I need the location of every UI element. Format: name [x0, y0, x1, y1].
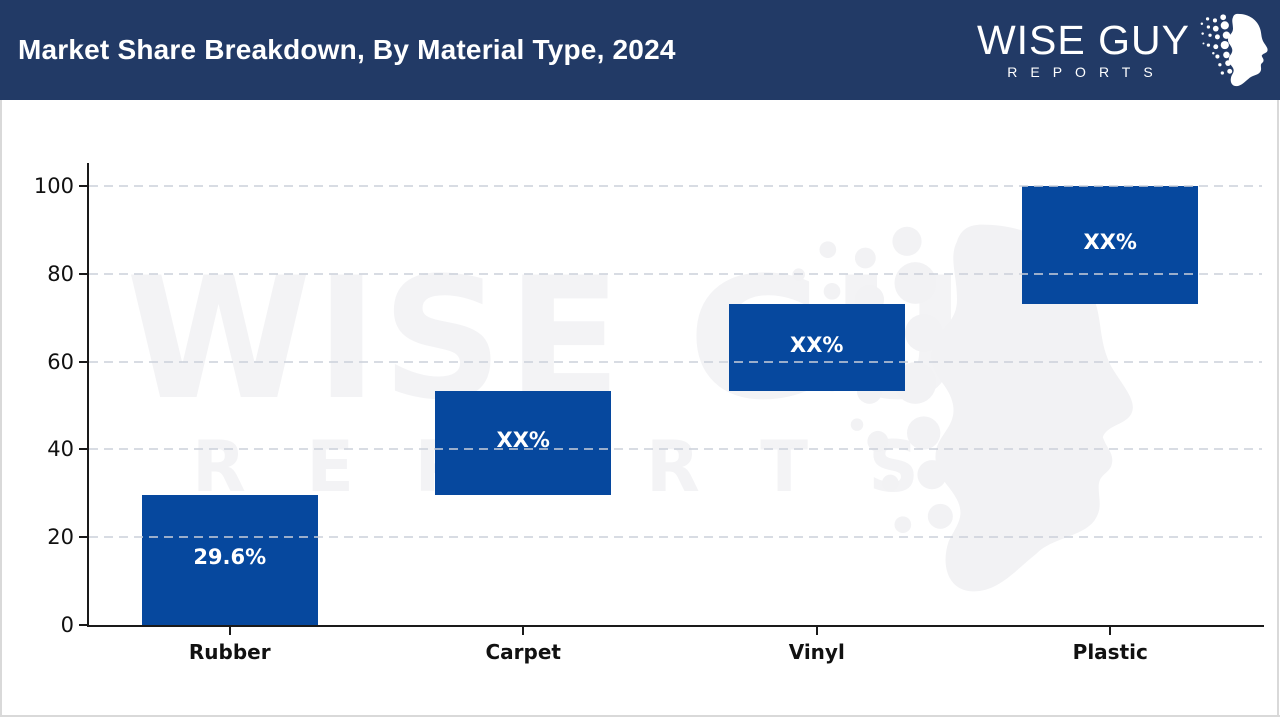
gridline-80	[89, 272, 1262, 275]
bar-plastic	[1022, 186, 1199, 305]
y-tick-label-100: 100	[33, 174, 74, 198]
bar-value-label-carpet: XX%	[496, 428, 550, 453]
gridline-100	[89, 185, 1262, 187]
wise-guy-logo: WISE GUY REPORTS	[977, 6, 1280, 94]
y-tick-mark-80	[79, 272, 88, 275]
y-tick-mark-100	[79, 185, 88, 187]
x-tick-mark-rubber	[228, 627, 231, 635]
y-tick-mark-60	[79, 360, 88, 363]
y-tick-label-0: 0	[60, 613, 74, 637]
bar-value-label-plastic: XX%	[1083, 230, 1137, 255]
x-tick-mark-vinyl	[815, 627, 818, 635]
logo-face-icon	[1200, 13, 1268, 87]
y-axis-line	[87, 163, 89, 627]
x-category-label-rubber: Rubber	[188, 640, 271, 664]
bar-carpet	[435, 391, 612, 496]
bar-value-label-vinyl: XX%	[790, 332, 844, 357]
y-tick-mark-0	[79, 624, 88, 626]
page-border-right	[1277, 100, 1279, 716]
bar-rubber	[141, 495, 318, 625]
header-bar: Market Share Breakdown, By Material Type…	[0, 0, 1280, 100]
x-axis-line	[87, 625, 1264, 627]
y-tick-mark-40	[79, 448, 88, 451]
gridline-20	[89, 536, 1262, 539]
y-tick-label-60: 60	[47, 349, 74, 374]
y-tick-mark-20	[79, 536, 88, 539]
logo-wordmark-bottom: REPORTS	[1007, 64, 1166, 80]
bar-vinyl	[728, 304, 905, 392]
gridline-60	[89, 360, 1262, 363]
y-tick-label-40: 40	[47, 437, 74, 462]
page-border-bottom	[0, 715, 1280, 717]
logo-wordmark: WISE GUY REPORTS	[976, 17, 1190, 81]
page-border-left	[0, 100, 2, 716]
page-title: Market Share Breakdown, By Material Type…	[18, 34, 676, 65]
chart-plot-area: WISE GUY R E P O R T S 02040608010029.6%…	[0, 100, 1280, 720]
bar-value-label-rubber: 29.6%	[193, 545, 267, 570]
x-category-label-carpet: Carpet	[485, 640, 561, 664]
x-tick-mark-carpet	[522, 627, 525, 635]
logo-wordmark-top: WISE GUY	[976, 17, 1190, 63]
gridline-40	[89, 448, 1262, 451]
y-tick-label-20: 20	[47, 525, 74, 550]
x-category-label-vinyl: Vinyl	[788, 640, 845, 664]
x-category-label-plastic: Plastic	[1072, 640, 1148, 664]
x-tick-mark-plastic	[1109, 627, 1112, 635]
y-tick-label-80: 80	[47, 261, 74, 286]
